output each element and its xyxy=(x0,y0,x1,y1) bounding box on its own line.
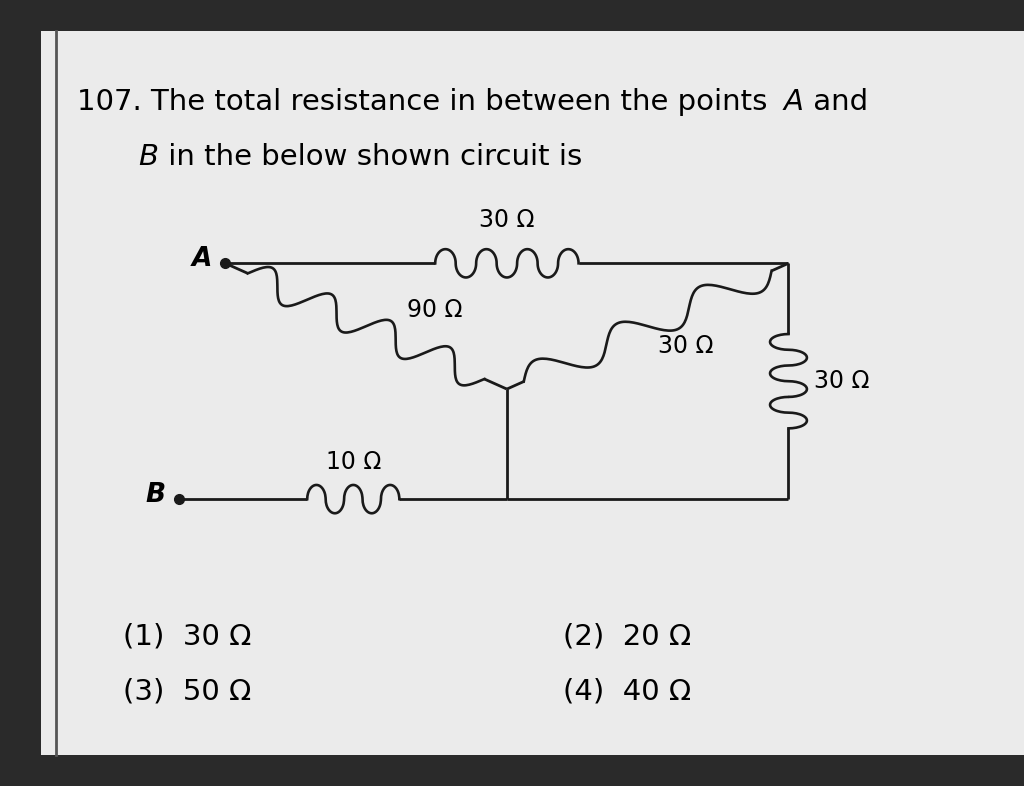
Text: and: and xyxy=(804,88,868,116)
Text: B: B xyxy=(145,482,166,509)
Text: A: A xyxy=(191,246,212,273)
Text: (4)  40 Ω: (4) 40 Ω xyxy=(563,678,691,706)
Text: (1)  30 Ω: (1) 30 Ω xyxy=(123,623,251,651)
Text: 10 Ω: 10 Ω xyxy=(326,450,381,474)
Text: B: B xyxy=(138,143,159,171)
Text: (2)  20 Ω: (2) 20 Ω xyxy=(563,623,691,651)
Text: 30 Ω: 30 Ω xyxy=(658,334,714,358)
Text: 90 Ω: 90 Ω xyxy=(407,299,463,322)
Text: (3)  50 Ω: (3) 50 Ω xyxy=(123,678,251,706)
Text: in the below shown circuit is: in the below shown circuit is xyxy=(159,143,582,171)
Text: 107. The total resistance in between the points: 107. The total resistance in between the… xyxy=(77,88,776,116)
Text: 30 Ω: 30 Ω xyxy=(479,208,535,232)
Text: A: A xyxy=(783,88,803,116)
Text: 30 Ω: 30 Ω xyxy=(814,369,869,393)
